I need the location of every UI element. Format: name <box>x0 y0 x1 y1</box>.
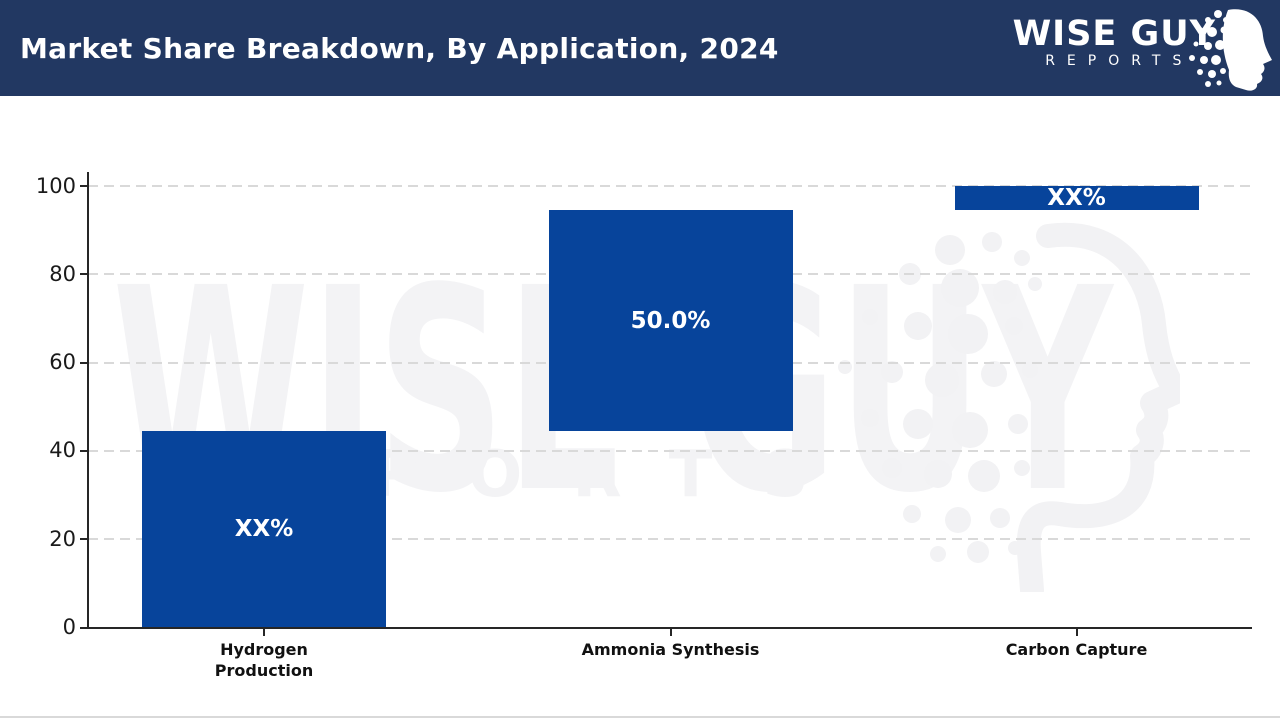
header-bar: Market Share Breakdown, By Application, … <box>0 0 1280 96</box>
y-axis-tick <box>80 449 87 452</box>
x-axis-line <box>86 626 1252 629</box>
x-axis-tick <box>263 628 265 636</box>
x-category-label: Ammonia Synthesis <box>581 640 760 659</box>
brand-logo: WISE GUY REPORTS <box>1013 16 1216 69</box>
x-axis-tick <box>669 628 672 636</box>
y-axis-tick <box>80 273 87 276</box>
y-axis-tick <box>80 538 87 541</box>
brand-face-icon <box>1189 9 1272 91</box>
bar-value-label: XX% <box>1047 185 1106 212</box>
y-tick-label: 40 <box>49 438 76 463</box>
y-tick-label: 20 <box>49 526 76 551</box>
bar: 50.0% <box>548 210 793 432</box>
x-category-label: Carbon Capture <box>1005 640 1148 659</box>
bar-value-label: XX% <box>234 516 294 543</box>
gridline <box>88 449 1252 452</box>
brand-subname: REPORTS <box>1045 53 1194 69</box>
y-tick-label: 60 <box>49 350 76 375</box>
y-axis-tick <box>80 626 87 629</box>
chart-title: Market Share Breakdown, By Application, … <box>20 31 779 65</box>
bar: XX% <box>142 431 386 628</box>
y-tick-label: 0 <box>62 615 76 639</box>
bar-value-label: 50.0% <box>630 307 711 334</box>
footer-divider <box>0 716 1280 718</box>
y-tick-label: 80 <box>49 261 76 286</box>
y-axis-tick <box>80 185 87 187</box>
y-tick-label: 100 <box>35 173 76 198</box>
gridline <box>88 185 1252 187</box>
y-axis-line <box>86 172 89 629</box>
bar: XX% <box>954 185 1199 212</box>
x-axis-tick <box>1075 628 1078 636</box>
x-category-label: Hydrogen Production <box>214 640 314 680</box>
brand-name: WISE GUY <box>1012 14 1216 54</box>
y-axis-tick <box>80 361 87 364</box>
gridline <box>88 538 1252 541</box>
